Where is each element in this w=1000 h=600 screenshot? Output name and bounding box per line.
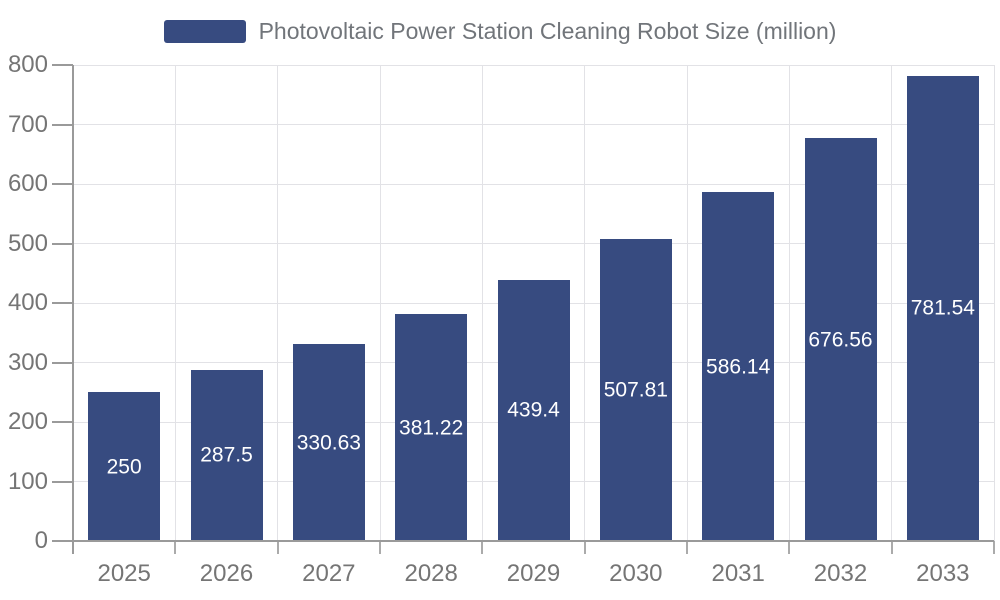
y-axis-tick — [52, 421, 73, 423]
gridline-horizontal — [73, 64, 994, 66]
legend-label: Photovoltaic Power Station Cleaning Robo… — [258, 18, 837, 44]
gridline-horizontal — [73, 183, 994, 185]
y-axis-tick-label: 400 — [7, 289, 48, 316]
x-axis-tick-label: 2032 — [813, 560, 868, 587]
bar-2026[interactable] — [190, 369, 263, 541]
gridline-vertical — [379, 65, 381, 541]
gridline-vertical — [686, 65, 688, 541]
x-axis-tick — [174, 541, 177, 554]
x-axis-tick-label: 2029 — [506, 560, 561, 587]
legend-item[interactable]: Photovoltaic Power Station Cleaning Robo… — [0, 18, 1000, 45]
bar-value-label: 676.56 — [808, 328, 873, 352]
x-axis-tick — [890, 541, 893, 554]
y-axis-tick — [52, 361, 73, 364]
bar-value-label: 381.22 — [399, 416, 464, 440]
gridline-vertical — [277, 65, 279, 541]
x-axis-tick — [788, 541, 791, 554]
gridline-vertical — [788, 65, 790, 541]
y-axis-tick-label: 700 — [7, 110, 48, 138]
bar-value-label: 250 — [106, 455, 142, 479]
x-axis-tick — [481, 541, 484, 554]
x-axis-tick — [379, 541, 381, 554]
x-axis-tick-label: 2028 — [404, 560, 458, 587]
y-axis-tick — [52, 242, 73, 245]
bar-2033[interactable] — [906, 75, 979, 541]
y-axis-line — [72, 65, 74, 554]
bar-value-label: 439.4 — [507, 398, 560, 422]
bar-2028[interactable] — [395, 314, 468, 541]
x-axis-line — [73, 540, 994, 542]
bar-2029[interactable] — [497, 279, 570, 541]
x-axis-tick — [583, 541, 586, 554]
bar-2025[interactable] — [88, 392, 161, 541]
y-axis-tick-label: 100 — [7, 467, 48, 495]
bar-value-label: 781.54 — [910, 296, 975, 320]
y-axis-tick-label: 200 — [7, 408, 48, 435]
gridline-horizontal — [73, 124, 994, 125]
bar-value-label: 330.63 — [296, 431, 361, 455]
gridline-vertical — [584, 65, 586, 541]
gridline-horizontal — [73, 243, 994, 244]
bar-value-label: 586.14 — [706, 355, 771, 379]
x-axis-tick-label: 2026 — [199, 560, 254, 587]
y-axis-tick-label: 800 — [7, 51, 48, 78]
bar-2032[interactable] — [804, 138, 877, 541]
x-axis-tick — [276, 541, 279, 554]
y-axis-tick-label: 600 — [7, 170, 48, 197]
bar-2031[interactable] — [702, 192, 775, 541]
legend-swatch — [163, 20, 246, 43]
y-axis-tick — [52, 540, 73, 542]
x-axis-tick-label: 2031 — [711, 560, 765, 587]
x-axis-tick — [686, 541, 688, 554]
y-axis-tick — [52, 123, 73, 126]
x-axis-tick-label: 2025 — [97, 560, 151, 587]
y-axis-tick — [52, 183, 73, 185]
bar-value-label: 287.5 — [200, 443, 253, 467]
y-axis-tick — [52, 480, 73, 483]
gridline-vertical — [891, 65, 893, 541]
gridline-vertical — [481, 65, 483, 541]
x-axis-tick-label: 2027 — [302, 560, 356, 587]
y-axis-tick — [52, 302, 73, 304]
bar-2027[interactable] — [292, 344, 365, 541]
x-axis-tick-label: 2030 — [609, 560, 663, 587]
bar-value-label: 507.81 — [603, 378, 668, 402]
bar-2030[interactable] — [599, 238, 672, 541]
y-axis-tick-label: 0 — [34, 527, 48, 554]
y-axis-tick — [52, 64, 73, 66]
y-axis-tick-label: 300 — [7, 348, 48, 376]
gridline-vertical — [993, 65, 995, 541]
y-axis-tick-label: 500 — [7, 229, 48, 257]
x-axis-tick — [993, 541, 995, 554]
x-axis-tick-label: 2033 — [916, 560, 970, 587]
gridline-vertical — [174, 65, 176, 541]
